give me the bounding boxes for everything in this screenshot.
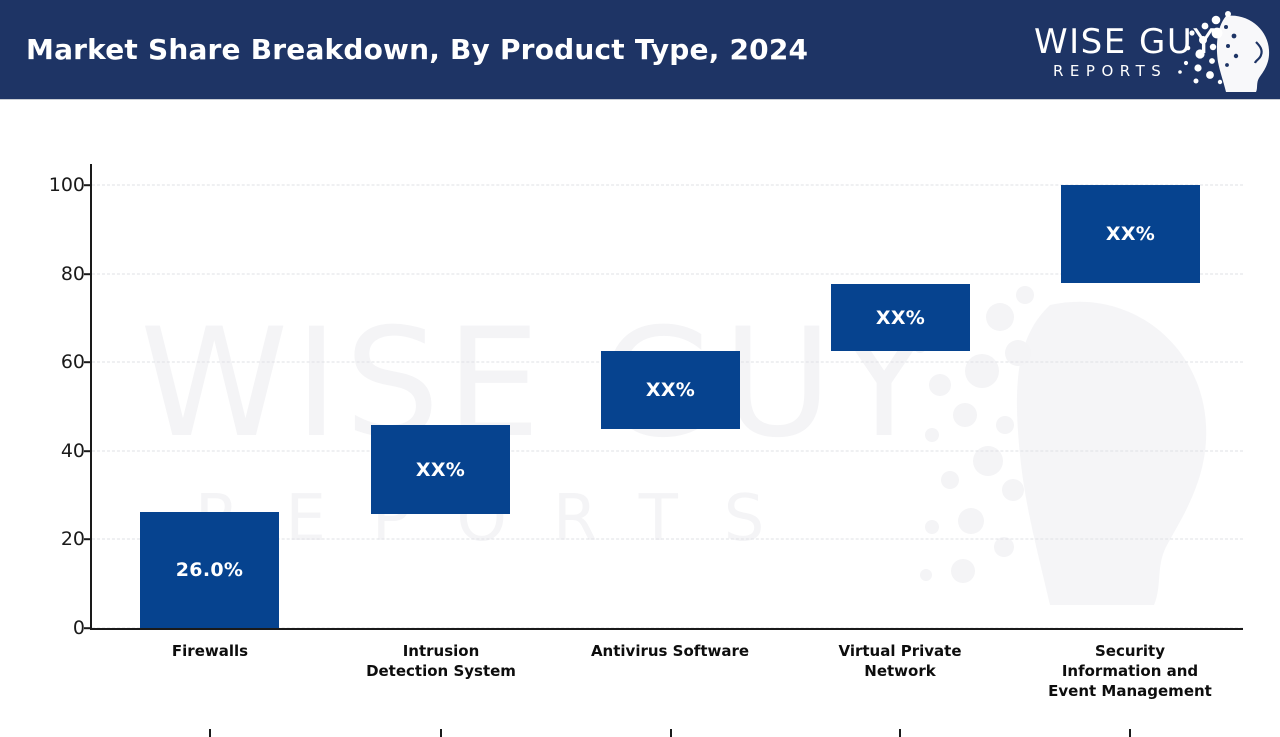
x-axis-line [90,628,1243,630]
y-tick-mark-80 [84,273,92,275]
y-tick-mark-40 [84,450,92,452]
watermark-logo: WISE GUY REPORTS [120,275,1230,615]
y-tick-label-40: 40 [60,440,85,462]
y-tick-mark-20 [84,538,92,540]
y-tick-label-20: 20 [60,528,85,550]
y-tick-label-100: 100 [48,174,85,196]
x-tick-mark-antivirus-software [670,729,672,737]
gridline-80 [92,273,1243,275]
gridline-20 [92,538,1243,540]
chart-plot-area: WISE GUY REPORTS [0,99,1280,737]
bar-antivirus-software[interactable]: XX% [601,351,740,429]
y-tick-label-60: 60 [60,351,85,373]
bar-label-firewalls: 26.0% [175,559,244,581]
gridline-100 [92,184,1243,186]
bar-label-virtual-private-network: XX% [875,306,926,329]
bar-security-information-and-event-management[interactable]: XX% [1061,185,1200,283]
svg-text:REPORTS: REPORTS [1053,62,1167,80]
bar-firewalls[interactable]: 26.0% [140,512,279,628]
page-title: Market Share Breakdown, By Product Type,… [26,33,809,66]
x-axis-label-intrusion-detection-system: Intrusion Detection System [366,642,516,680]
x-tick-mark-intrusion-detection-system [440,729,442,737]
y-tick-label-0: 0 [72,617,85,639]
x-tick-mark-virtual-private-network [899,729,901,737]
svg-text:WISE GUY: WISE GUY [140,297,936,471]
y-tick-mark-0 [84,627,92,629]
x-axis-label-antivirus-software: Antivirus Software [590,642,750,660]
bar-label-antivirus-software: XX% [645,379,696,401]
x-axis-label-security-information-and-event-management: Security Information and Event Managemen… [1048,642,1212,700]
svg-text:WISE GUY: WISE GUY [1034,22,1216,62]
y-tick-mark-100 [84,184,92,186]
x-axis-label-virtual-private-network: Virtual Private Network [838,642,962,680]
wise-guy-reports-logo: WISE GUY REPORTS [1020,6,1274,94]
x-tick-mark-security-information-and-event-management [1129,729,1131,737]
x-tick-mark-firewalls [209,729,211,737]
bar-label-intrusion-detection-system: XX% [415,458,466,481]
bar-intrusion-detection-system[interactable]: XX% [371,425,510,514]
gridline-40 [92,450,1243,452]
y-tick-label-80: 80 [60,263,85,285]
y-axis-line [90,164,92,630]
bar-virtual-private-network[interactable]: XX% [831,284,970,351]
page-header: Market Share Breakdown, By Product Type,… [0,0,1280,99]
y-tick-mark-60 [84,361,92,363]
x-axis-label-firewalls: Firewalls [171,642,249,660]
bar-label-security-information-and-event-management: XX% [1105,223,1156,245]
